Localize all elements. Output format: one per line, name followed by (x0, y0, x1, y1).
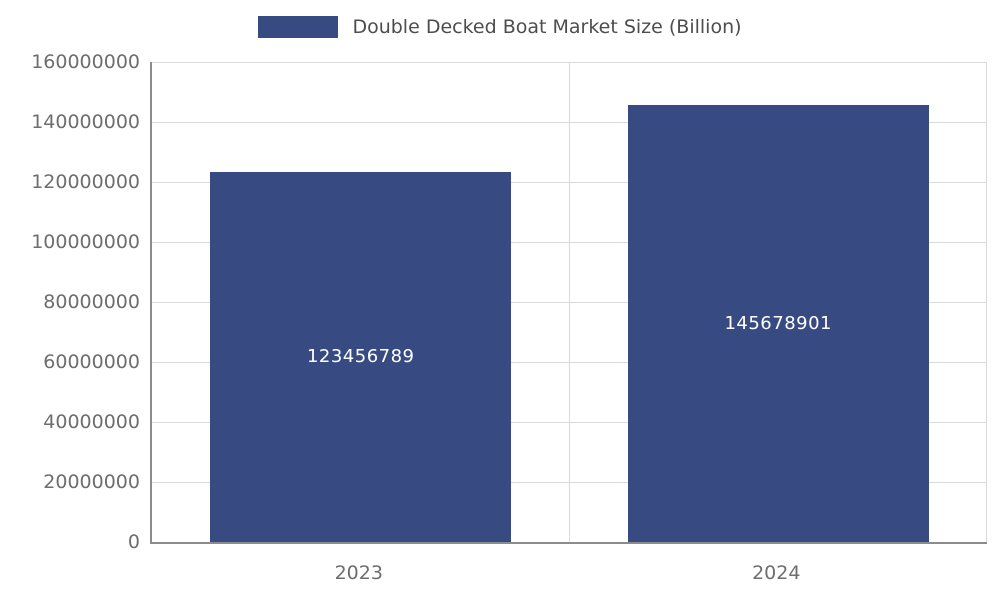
y-tick-label: 140000000 (31, 111, 140, 133)
x-tick-label: 2023 (334, 562, 383, 584)
gridline-horizontal (152, 302, 987, 303)
bar-2024: 145678901 (627, 104, 929, 542)
y-axis: 0 20000000 40000000 60000000 80000000 1000000… (0, 51, 140, 553)
bar-value-label: 123456789 (306, 346, 415, 368)
y-tick-label: 80000000 (43, 291, 140, 313)
gridline-horizontal (152, 422, 987, 423)
bar-value-label: 145678901 (724, 312, 833, 334)
y-tick-label: 60000000 (43, 351, 140, 373)
y-tick-label: 0 (127, 531, 140, 553)
legend-swatch (258, 16, 339, 38)
chart-title: Double Decked Boat Market Size (Billion) (352, 16, 742, 38)
y-tick-label: 40000000 (43, 411, 140, 433)
y-tick-label: 100000000 (31, 231, 140, 253)
bar-2023: 123456789 (210, 171, 512, 542)
chart-legend: Double Decked Boat Market Size (Billion) (0, 16, 1000, 38)
gridline-horizontal (152, 362, 987, 363)
x-axis: 2023 2024 (150, 556, 985, 592)
gridline-vertical (986, 62, 987, 542)
plot-area: 123456789 145678901 (150, 62, 987, 544)
gridline-vertical (568, 62, 570, 542)
gridline-horizontal (152, 182, 987, 183)
x-tick-label: 2024 (752, 562, 801, 584)
y-tick-label: 20000000 (43, 471, 140, 493)
gridline-horizontal (152, 122, 987, 123)
gridline-horizontal (152, 242, 987, 243)
y-tick-label: 120000000 (31, 171, 140, 193)
gridline-horizontal (152, 482, 987, 483)
gridline-horizontal (152, 62, 987, 63)
y-tick-label: 160000000 (31, 51, 140, 73)
